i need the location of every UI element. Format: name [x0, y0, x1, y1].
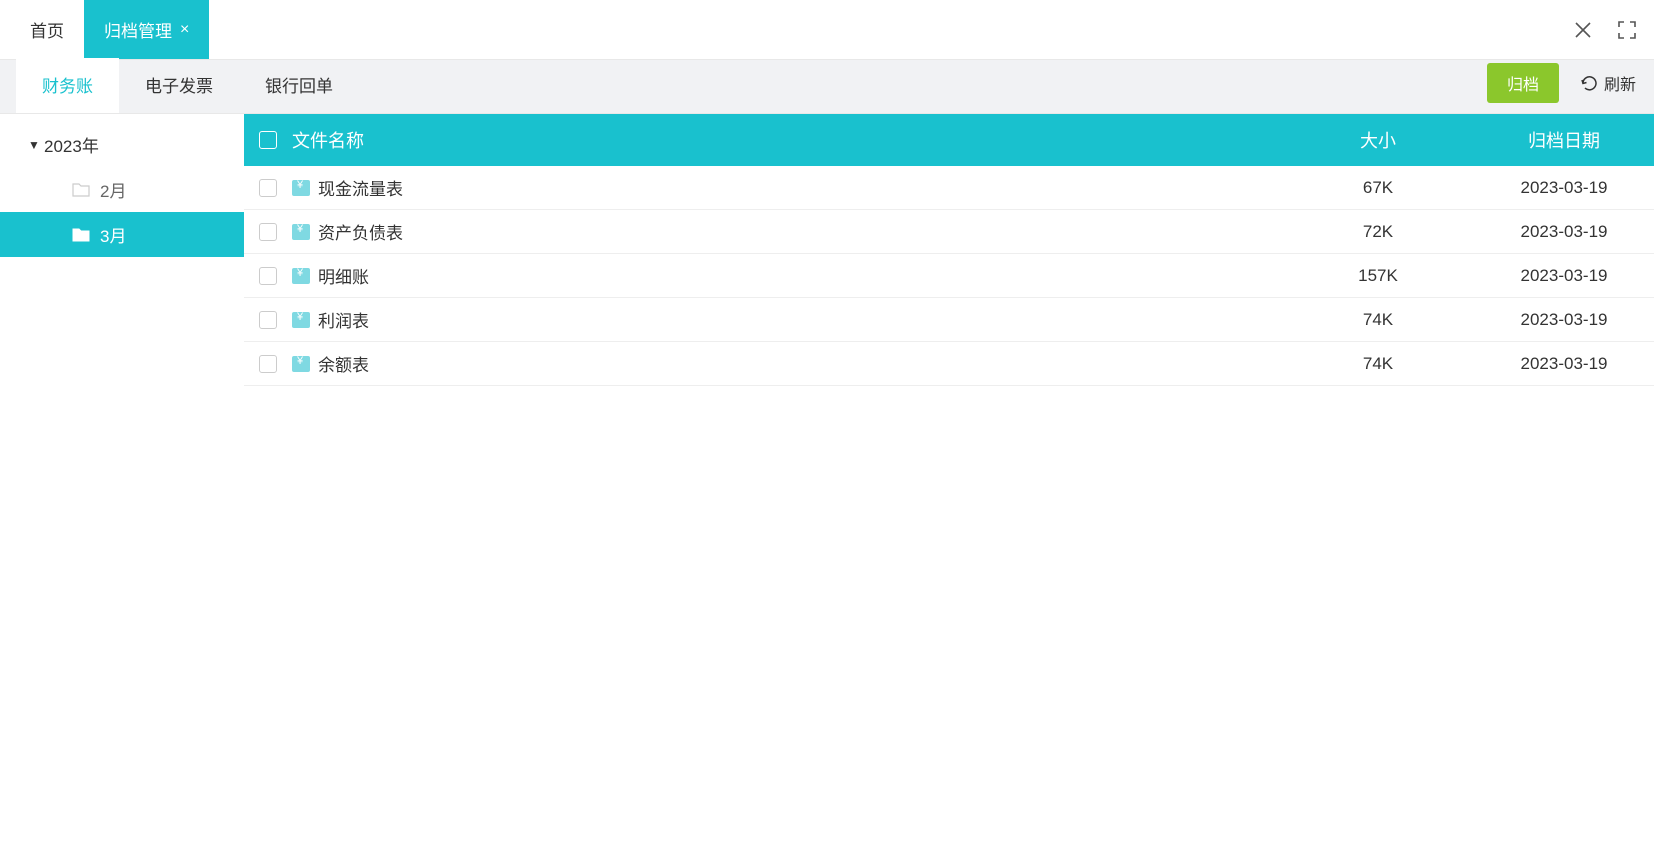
main-area: ▼ 2023年 2月 3月 文件名称 大小 归档日期 现金流量 [0, 114, 1654, 850]
file-size: 74K [1282, 310, 1474, 330]
top-tabs: 首页 归档管理 × [0, 0, 209, 59]
tree-year-node[interactable]: ▼ 2023年 [0, 122, 244, 167]
file-icon [292, 312, 310, 328]
file-name: 利润表 [318, 307, 369, 332]
file-icon [292, 356, 310, 372]
tree-month-node[interactable]: 2月 [0, 167, 244, 212]
table-row[interactable]: 利润表 74K 2023-03-19 [244, 298, 1654, 342]
folder-icon [72, 227, 90, 242]
top-tab-label: 归档管理 [104, 17, 172, 42]
col-size-header: 大小 [1282, 127, 1474, 153]
file-name: 资产负债表 [318, 219, 403, 244]
sub-tab-einvoice[interactable]: 电子发票 [119, 58, 239, 113]
archive-button[interactable]: 归档 [1487, 63, 1559, 103]
sub-tab-label: 电子发票 [145, 77, 213, 96]
table-row[interactable]: 资产负债表 72K 2023-03-19 [244, 210, 1654, 254]
sub-actions: 归档 刷新 [1487, 63, 1636, 113]
refresh-label: 刷新 [1604, 71, 1636, 95]
top-tab-home[interactable]: 首页 [10, 0, 84, 59]
top-tab-archive[interactable]: 归档管理 × [84, 0, 209, 59]
top-right-actions [1568, 15, 1654, 45]
file-size: 72K [1282, 222, 1474, 242]
file-name: 余额表 [318, 351, 369, 376]
file-date: 2023-03-19 [1474, 354, 1654, 374]
refresh-icon [1581, 75, 1598, 92]
tree-month-node[interactable]: 3月 [0, 212, 244, 257]
file-icon [292, 268, 310, 284]
file-date: 2023-03-19 [1474, 222, 1654, 242]
table-row[interactable]: 余额表 74K 2023-03-19 [244, 342, 1654, 386]
file-date: 2023-03-19 [1474, 178, 1654, 198]
file-icon [292, 224, 310, 240]
top-tab-label: 首页 [30, 17, 64, 42]
sub-tab-label: 财务账 [42, 77, 93, 96]
tree-year-label: 2023年 [44, 132, 99, 157]
row-checkbox[interactable] [259, 223, 277, 241]
caret-down-icon: ▼ [28, 138, 40, 152]
fullscreen-icon[interactable] [1612, 15, 1642, 45]
sub-tab-bank[interactable]: 银行回单 [239, 58, 359, 113]
close-icon[interactable] [1568, 15, 1598, 45]
secondary-bar: 财务账 电子发票 银行回单 归档 刷新 [0, 60, 1654, 114]
sub-tab-label: 银行回单 [265, 77, 333, 96]
tree-month-label: 2月 [100, 177, 126, 202]
table-row[interactable]: 现金流量表 67K 2023-03-19 [244, 166, 1654, 210]
file-size: 157K [1282, 266, 1474, 286]
file-name: 现金流量表 [318, 175, 403, 200]
folder-icon [72, 182, 90, 197]
table-row[interactable]: 明细账 157K 2023-03-19 [244, 254, 1654, 298]
row-checkbox[interactable] [259, 355, 277, 373]
row-checkbox[interactable] [259, 311, 277, 329]
file-size: 74K [1282, 354, 1474, 374]
row-checkbox[interactable] [259, 267, 277, 285]
sub-tab-finance[interactable]: 财务账 [16, 58, 119, 113]
col-check [244, 131, 292, 149]
file-date: 2023-03-19 [1474, 310, 1654, 330]
file-icon [292, 180, 310, 196]
folder-tree: ▼ 2023年 2月 3月 [0, 114, 244, 850]
close-icon[interactable]: × [180, 21, 189, 39]
file-size: 67K [1282, 178, 1474, 198]
col-name-header: 文件名称 [292, 127, 1282, 153]
select-all-checkbox[interactable] [259, 131, 277, 149]
refresh-button[interactable]: 刷新 [1581, 71, 1636, 95]
row-checkbox[interactable] [259, 179, 277, 197]
table-header: 文件名称 大小 归档日期 [244, 114, 1654, 166]
file-date: 2023-03-19 [1474, 266, 1654, 286]
file-name: 明细账 [318, 263, 369, 288]
col-date-header: 归档日期 [1474, 127, 1654, 153]
top-bar: 首页 归档管理 × [0, 0, 1654, 60]
file-table: 文件名称 大小 归档日期 现金流量表 67K 2023-03-19 资产负债表 … [244, 114, 1654, 850]
tree-month-label: 3月 [100, 222, 126, 247]
